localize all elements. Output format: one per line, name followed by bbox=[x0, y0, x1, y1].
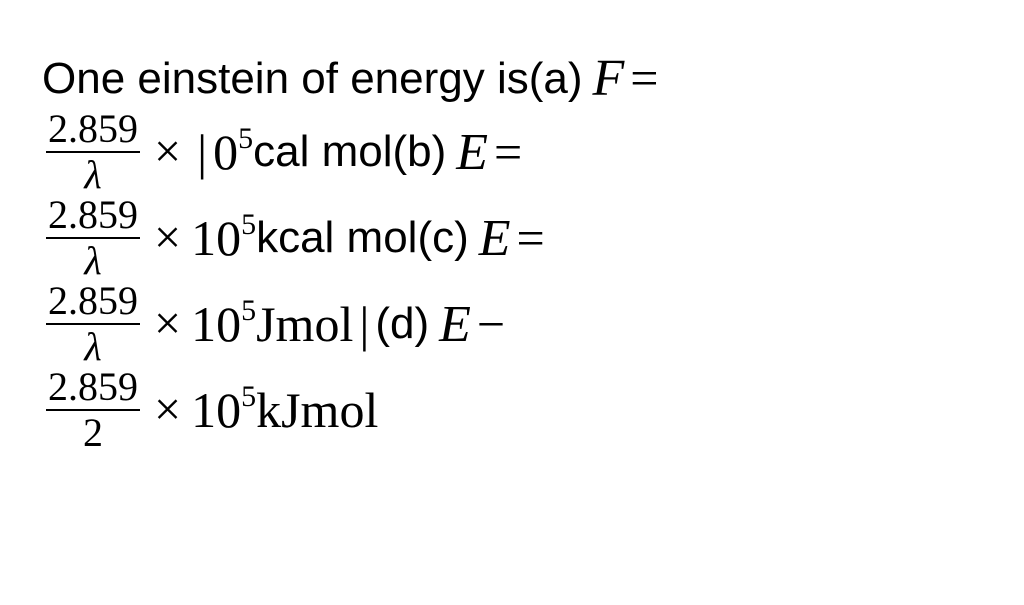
option-a-label: (a) bbox=[529, 53, 583, 105]
line-1: One einstein of energy is (a) F = bbox=[42, 48, 982, 109]
line-4: 2.859 λ × 105 J mol | (d) E − bbox=[42, 281, 982, 367]
fraction-c: 2.859 λ bbox=[46, 281, 140, 367]
zero-2-base: 0 bbox=[213, 124, 238, 180]
zero-2-exp: 5 bbox=[238, 122, 253, 155]
frac-c-den: λ bbox=[84, 325, 101, 367]
var-F: F bbox=[593, 48, 625, 109]
minus-4: − bbox=[471, 295, 511, 354]
var-E-2: E bbox=[456, 122, 488, 183]
option-d-label: (d) bbox=[375, 298, 429, 350]
option-c-label: (c) bbox=[417, 212, 468, 264]
unit-5-kj: kJ bbox=[256, 381, 300, 440]
ten-4-exp: 5 bbox=[241, 294, 256, 327]
intro-text: One einstein of energy is bbox=[42, 53, 529, 105]
question-block: One einstein of energy is (a) F = 2.859 … bbox=[0, 0, 1024, 605]
times-2: × bbox=[144, 124, 191, 181]
var-E-3: E bbox=[479, 208, 511, 269]
equals-2: = bbox=[488, 123, 528, 182]
unit-5-mol: mol bbox=[301, 381, 379, 440]
ten-4-base: 10 bbox=[191, 296, 241, 352]
times-5: × bbox=[144, 382, 191, 439]
frac-a-num: 2.859 bbox=[46, 109, 140, 153]
frac-d-den: 2 bbox=[83, 411, 103, 453]
zero-2: 05 bbox=[213, 123, 253, 182]
equals-1: = bbox=[624, 49, 664, 108]
ten-5: 105 bbox=[191, 381, 256, 440]
ten-5-exp: 5 bbox=[241, 380, 256, 413]
bar-4: | bbox=[353, 295, 375, 354]
fraction-a: 2.859 λ bbox=[46, 109, 140, 195]
ten-3-exp: 5 bbox=[241, 208, 256, 241]
fraction-d: 2.859 2 bbox=[46, 367, 140, 453]
frac-a-den: λ bbox=[84, 153, 101, 195]
ten-3: 105 bbox=[191, 209, 256, 268]
times-3: × bbox=[144, 210, 191, 267]
unit-4-j: J bbox=[256, 295, 275, 354]
line-5: 2.859 2 × 105 kJ mol bbox=[42, 367, 982, 453]
ten-3-base: 10 bbox=[191, 210, 241, 266]
frac-b-den: λ bbox=[84, 239, 101, 281]
line-2: 2.859 λ × | 05 cal mol (b) E = bbox=[42, 109, 982, 195]
frac-c-num: 2.859 bbox=[46, 281, 140, 325]
ten-5-base: 10 bbox=[191, 382, 241, 438]
unit-4-mol: mol bbox=[276, 295, 354, 354]
option-b-label: (b) bbox=[392, 126, 446, 178]
frac-b-num: 2.859 bbox=[46, 195, 140, 239]
fraction-b: 2.859 λ bbox=[46, 195, 140, 281]
unit-3: kcal mol bbox=[256, 212, 417, 264]
equals-3: = bbox=[511, 209, 551, 268]
frac-d-num: 2.859 bbox=[46, 367, 140, 411]
unit-2: cal mol bbox=[253, 126, 392, 178]
times-4: × bbox=[144, 296, 191, 353]
bar-2: | bbox=[191, 123, 213, 182]
line-3: 2.859 λ × 105 kcal mol (c) E = bbox=[42, 195, 982, 281]
ten-4: 105 bbox=[191, 295, 256, 354]
var-E-4: E bbox=[439, 294, 471, 355]
